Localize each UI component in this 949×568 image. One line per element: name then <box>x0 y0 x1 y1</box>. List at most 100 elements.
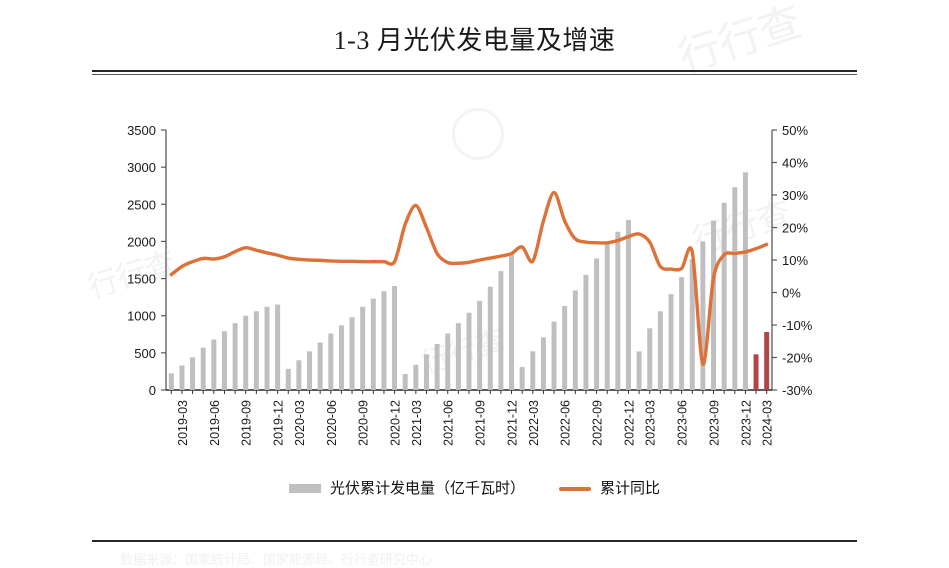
chart-bar <box>668 294 674 390</box>
bar-swatch-icon <box>288 484 321 493</box>
x-axis-tick-label: 2020-03 <box>293 400 307 446</box>
chart-legend: 光伏累计发电量（亿千瓦时） 累计同比 <box>0 481 949 496</box>
chart-bar <box>285 368 291 390</box>
y2-axis-tick-label: -10% <box>782 318 813 333</box>
chart-bar <box>657 311 663 390</box>
footer-note: 数据来源：国家统计局、国家能源局、行行查研究中心 <box>120 552 433 567</box>
y2-axis-tick-label: 10% <box>782 253 808 268</box>
chart-bar <box>445 333 451 390</box>
chart-bar <box>519 366 525 390</box>
watermark-ring <box>452 108 504 160</box>
chart-bar <box>711 220 717 390</box>
page-title: 1-3 月光伏发电量及增速 <box>333 26 616 55</box>
chart-bar <box>572 290 578 390</box>
chart-bar <box>487 286 493 390</box>
chart-bar <box>168 373 174 390</box>
x-axis-tick-label: 2020-06 <box>325 400 339 446</box>
chart-bar <box>423 354 429 390</box>
chart-bar <box>413 364 419 390</box>
y-axis-tick-label: 0 <box>149 383 156 398</box>
y2-axis-tick-label: -20% <box>782 351 813 366</box>
chart-bar <box>381 291 387 390</box>
divider-top-thin <box>92 74 857 75</box>
chart-bar <box>211 339 217 390</box>
x-axis-tick-label: 2023-09 <box>708 400 722 446</box>
y-axis-tick-label: 2500 <box>127 197 156 212</box>
chart-bar <box>742 172 748 390</box>
x-axis-tick-label: 2020-12 <box>389 400 403 446</box>
chart-bar <box>604 244 610 390</box>
x-axis-tick-label: 2019-09 <box>240 400 254 446</box>
chart-bar <box>253 311 259 390</box>
chart-bar <box>551 321 557 390</box>
chart-bar <box>764 332 770 390</box>
chart-bar <box>647 328 653 390</box>
chart-bar <box>275 304 281 390</box>
chart-bar <box>498 271 504 390</box>
chart-bar <box>530 351 536 390</box>
chart-bar <box>243 315 249 390</box>
legend-label-bars: 光伏累计发电量（亿千瓦时） <box>329 480 525 497</box>
chart-bar <box>200 347 206 390</box>
legend-label-line: 累计同比 <box>600 480 661 497</box>
y-axis-tick-label: 1500 <box>127 272 156 287</box>
watermark-text-left: 行行查 <box>84 245 180 305</box>
chart-bar <box>328 333 334 390</box>
watermark-text-mid: 行行查 <box>688 194 797 262</box>
chart-bar <box>721 202 727 390</box>
watermark-text-center: 行行查 <box>418 324 508 381</box>
x-axis-tick-label: 2023-12 <box>739 400 753 446</box>
chart-bar <box>625 219 631 390</box>
chart-bar <box>615 231 621 390</box>
y2-axis-tick-label: -30% <box>782 383 813 398</box>
chart-bar <box>466 312 472 390</box>
chart-bar <box>392 286 398 390</box>
chart-bar <box>179 365 185 390</box>
x-axis-tick-label: 2020-09 <box>357 400 371 446</box>
chart-bar <box>455 323 461 390</box>
y-axis-tick-label: 1000 <box>127 309 156 324</box>
chart-bar <box>190 357 196 390</box>
x-axis-tick-label: 2019-03 <box>176 400 190 446</box>
chart-bar <box>689 259 695 390</box>
y2-axis-tick-label: 20% <box>782 221 808 236</box>
y2-axis-tick-label: 50% <box>782 123 808 138</box>
chart-bar <box>402 374 408 390</box>
x-axis-tick-label: 2021-03 <box>410 400 424 446</box>
chart-bar <box>370 298 376 390</box>
chart-bar <box>360 306 366 390</box>
x-axis-tick-label: 2022-09 <box>591 400 605 446</box>
x-axis-tick-label: 2021-12 <box>506 400 520 446</box>
chart-bar <box>317 342 323 390</box>
chart-bar <box>594 258 600 390</box>
x-axis-tick-label: 2021-06 <box>442 400 456 446</box>
x-axis-tick-label: 2022-12 <box>622 400 636 446</box>
chart-bar <box>307 351 313 390</box>
y2-axis-tick-label: 30% <box>782 188 808 203</box>
chart-bar <box>732 187 738 390</box>
line-swatch-icon <box>559 486 591 491</box>
x-axis-tick-label: 2022-06 <box>559 400 573 446</box>
legend-item-bars: 光伏累计发电量（亿千瓦时） <box>288 480 525 497</box>
chart-bar <box>338 325 344 390</box>
chart-bar <box>679 277 685 390</box>
chart-bar <box>753 354 759 390</box>
growth-rate-line <box>169 190 769 366</box>
chart-bar <box>434 343 440 390</box>
chart-bar <box>540 337 546 390</box>
legend-item-line: 累计同比 <box>559 481 660 496</box>
chart-bar <box>221 331 227 390</box>
chart-bar <box>296 360 302 390</box>
chart-bar <box>477 300 483 390</box>
x-axis-tick-label: 2024-03 <box>761 400 775 446</box>
chart-bar <box>700 241 706 390</box>
x-axis-tick-label: 2022-03 <box>527 400 541 446</box>
divider-bottom <box>92 540 857 542</box>
chart-bar <box>636 351 642 390</box>
chart-bar <box>562 306 568 390</box>
chart-bar <box>583 274 589 390</box>
y-axis-tick-label: 2000 <box>127 234 156 249</box>
x-axis-tick-label: 2023-06 <box>676 400 690 446</box>
y-axis-tick-label: 500 <box>134 346 156 361</box>
y-axis-tick-label: 3500 <box>127 123 156 138</box>
